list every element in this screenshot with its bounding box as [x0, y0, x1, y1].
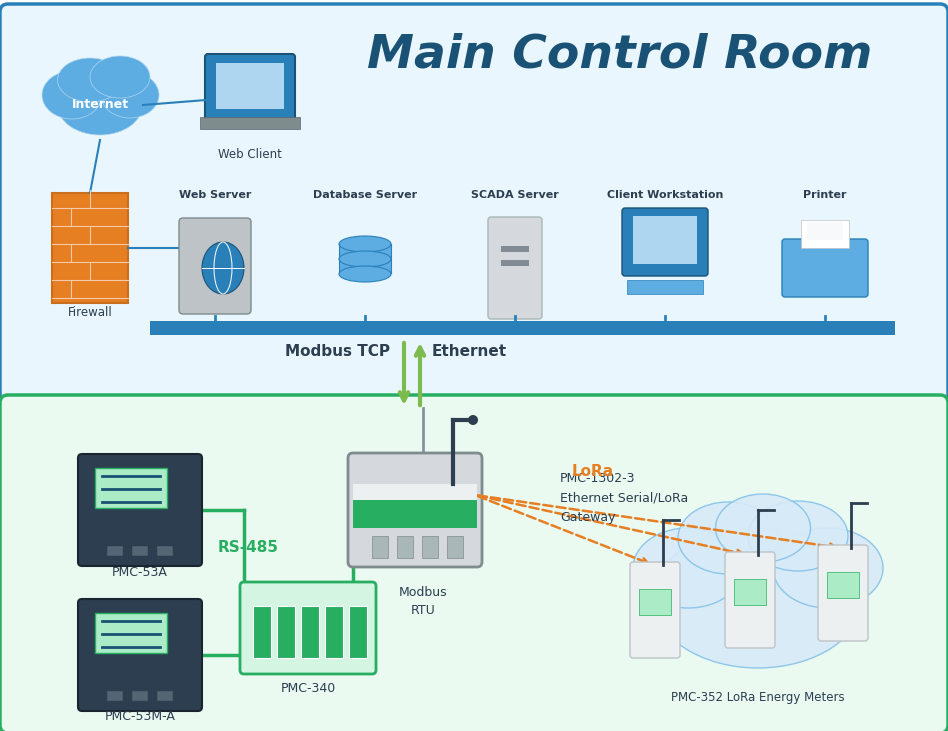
Bar — [150, 321, 895, 335]
Text: Web Client: Web Client — [218, 148, 282, 162]
Text: Main Control Room: Main Control Room — [367, 32, 873, 77]
Bar — [200, 117, 300, 129]
Ellipse shape — [773, 528, 883, 608]
Ellipse shape — [748, 501, 848, 571]
Bar — [353, 500, 477, 528]
Bar — [801, 220, 849, 248]
Text: Internet: Internet — [71, 99, 129, 112]
FancyBboxPatch shape — [78, 599, 202, 711]
FancyBboxPatch shape — [52, 193, 128, 303]
Text: PMC-53M-A: PMC-53M-A — [104, 710, 175, 722]
Text: PMC-352 LoRa Energy Meters: PMC-352 LoRa Energy Meters — [671, 692, 845, 705]
Ellipse shape — [101, 72, 159, 118]
Bar — [827, 572, 859, 598]
FancyBboxPatch shape — [725, 552, 775, 648]
Bar — [397, 536, 413, 558]
Ellipse shape — [339, 251, 391, 267]
FancyBboxPatch shape — [622, 208, 708, 276]
FancyBboxPatch shape — [78, 454, 202, 566]
Text: LoRa: LoRa — [572, 464, 614, 480]
FancyBboxPatch shape — [818, 545, 868, 641]
FancyBboxPatch shape — [0, 395, 948, 731]
Text: Database Server: Database Server — [313, 190, 417, 200]
Ellipse shape — [202, 242, 244, 294]
Bar — [216, 63, 284, 109]
Bar — [339, 244, 391, 258]
Bar — [325, 606, 343, 658]
Ellipse shape — [58, 75, 142, 135]
Ellipse shape — [90, 56, 150, 98]
Ellipse shape — [42, 71, 102, 119]
Text: RS-485: RS-485 — [217, 540, 279, 556]
Text: Printer: Printer — [803, 190, 847, 200]
Bar — [734, 579, 766, 605]
Bar — [353, 484, 477, 500]
Bar — [107, 546, 123, 556]
Bar — [807, 222, 843, 240]
FancyBboxPatch shape — [205, 54, 295, 120]
Bar — [95, 613, 167, 653]
Bar — [277, 606, 295, 658]
Ellipse shape — [633, 528, 743, 608]
Bar — [339, 259, 391, 273]
Text: Ethernet: Ethernet — [432, 344, 507, 360]
Text: PMC-340: PMC-340 — [281, 681, 336, 694]
Bar — [447, 536, 463, 558]
Text: Firewall: Firewall — [67, 306, 113, 319]
FancyBboxPatch shape — [179, 218, 251, 314]
Text: Client Workstation: Client Workstation — [607, 190, 723, 200]
Ellipse shape — [339, 236, 391, 252]
Bar — [95, 468, 167, 508]
FancyBboxPatch shape — [0, 4, 948, 408]
FancyBboxPatch shape — [488, 217, 542, 319]
Ellipse shape — [716, 494, 811, 562]
Bar — [639, 589, 671, 615]
Text: SCADA Server: SCADA Server — [471, 190, 559, 200]
Text: Gateway: Gateway — [560, 512, 615, 525]
FancyBboxPatch shape — [630, 562, 680, 658]
Bar — [107, 691, 123, 701]
Text: Ethernet Serial/LoRa: Ethernet Serial/LoRa — [560, 491, 688, 504]
Bar — [501, 246, 529, 252]
Bar — [157, 691, 173, 701]
Bar — [301, 606, 319, 658]
Bar — [349, 606, 367, 658]
Circle shape — [468, 415, 478, 425]
Bar — [422, 536, 438, 558]
Text: Modbus: Modbus — [399, 586, 447, 599]
FancyBboxPatch shape — [348, 453, 482, 567]
Bar — [501, 260, 529, 266]
Ellipse shape — [653, 528, 863, 668]
Text: PMC-53A: PMC-53A — [112, 566, 168, 578]
Text: RTU: RTU — [410, 604, 435, 616]
Bar — [633, 216, 697, 264]
Bar — [132, 546, 148, 556]
Text: PMC-1302-3: PMC-1302-3 — [560, 471, 635, 485]
Ellipse shape — [58, 58, 122, 102]
Ellipse shape — [339, 266, 391, 282]
Ellipse shape — [678, 502, 778, 574]
Text: Web Server: Web Server — [179, 190, 251, 200]
FancyBboxPatch shape — [782, 239, 868, 297]
Bar — [132, 691, 148, 701]
FancyBboxPatch shape — [240, 582, 376, 674]
Bar — [253, 606, 271, 658]
Bar — [157, 546, 173, 556]
Bar — [627, 280, 703, 294]
Text: Modbus TCP: Modbus TCP — [285, 344, 390, 360]
Bar — [372, 536, 388, 558]
